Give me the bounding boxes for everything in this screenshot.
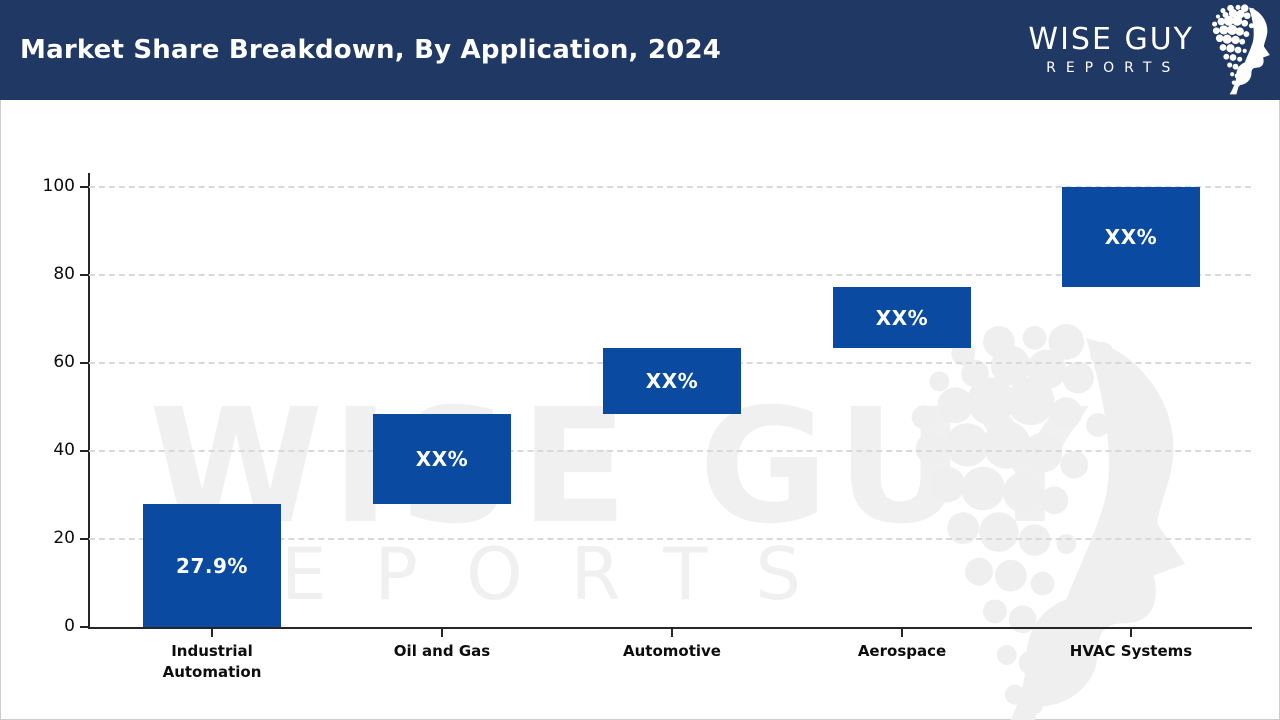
gridline-y-80 xyxy=(89,274,1251,276)
bar-value-label: XX% xyxy=(645,369,699,394)
y-tick-label: 40 xyxy=(53,440,75,460)
y-tick-label: 80 xyxy=(53,264,75,284)
watermark-reports-text: REPORTS xyxy=(183,532,850,616)
y-tick-mark xyxy=(80,274,88,276)
bar-automotive: XX% xyxy=(603,348,741,415)
page-title: Market Share Breakdown, By Application, … xyxy=(20,35,722,65)
x-category-label: Aerospace xyxy=(857,642,947,660)
bar-hvac-systems: XX% xyxy=(1062,187,1200,288)
x-tick-mark xyxy=(211,629,213,637)
brand-logo-text: WISE GUY REPORTS xyxy=(1028,21,1194,76)
x-tick-mark xyxy=(901,629,903,637)
y-tick-mark xyxy=(80,186,88,188)
y-tick-mark xyxy=(80,450,88,452)
x-category-label: HVAC Systems xyxy=(1069,642,1193,660)
chart-body: WISE GUY REPORTS 0 20 40 60 80 100 27.9% Indust… xyxy=(0,100,1280,720)
bar-value-label: XX% xyxy=(415,447,469,472)
brand-logo: WISE GUY REPORTS xyxy=(1028,4,1280,96)
x-category-label: Industrial Automation xyxy=(162,642,262,681)
y-tick-mark xyxy=(80,362,88,364)
x-category-label: Oil and Gas xyxy=(393,642,491,660)
y-tick-label: 20 xyxy=(53,528,75,548)
bar-oil-and-gas: XX% xyxy=(373,414,511,505)
y-tick-label: 60 xyxy=(53,352,75,372)
x-tick-mark xyxy=(441,629,443,637)
watermark-face-icon xyxy=(787,322,1187,720)
x-category-label: Automotive xyxy=(623,642,721,660)
bar-value-label: XX% xyxy=(875,305,929,330)
dotted-face-icon xyxy=(1180,4,1276,96)
x-axis-spine xyxy=(88,627,1252,629)
header: Market Share Breakdown, By Application, … xyxy=(0,0,1280,100)
brand-name: WISE GUY xyxy=(1028,21,1194,57)
bar-aerospace: XX% xyxy=(833,287,971,349)
gridline-y-40 xyxy=(89,450,1251,452)
y-tick-mark xyxy=(80,538,88,540)
y-tick-label: 100 xyxy=(42,176,75,196)
gridline-y-20 xyxy=(89,538,1251,540)
gridline-y-100 xyxy=(89,186,1251,188)
y-tick-mark xyxy=(80,626,88,628)
brand-subtitle: REPORTS xyxy=(1046,59,1181,76)
bar-value-label: 27.9% xyxy=(176,553,248,578)
bar-value-label: XX% xyxy=(1104,225,1158,250)
y-axis-spine xyxy=(88,173,90,629)
x-tick-mark xyxy=(1130,629,1132,637)
y-tick-label: 0 xyxy=(64,616,75,636)
bar-industrial-automation: 27.9% xyxy=(143,504,281,627)
x-tick-mark xyxy=(671,629,673,637)
